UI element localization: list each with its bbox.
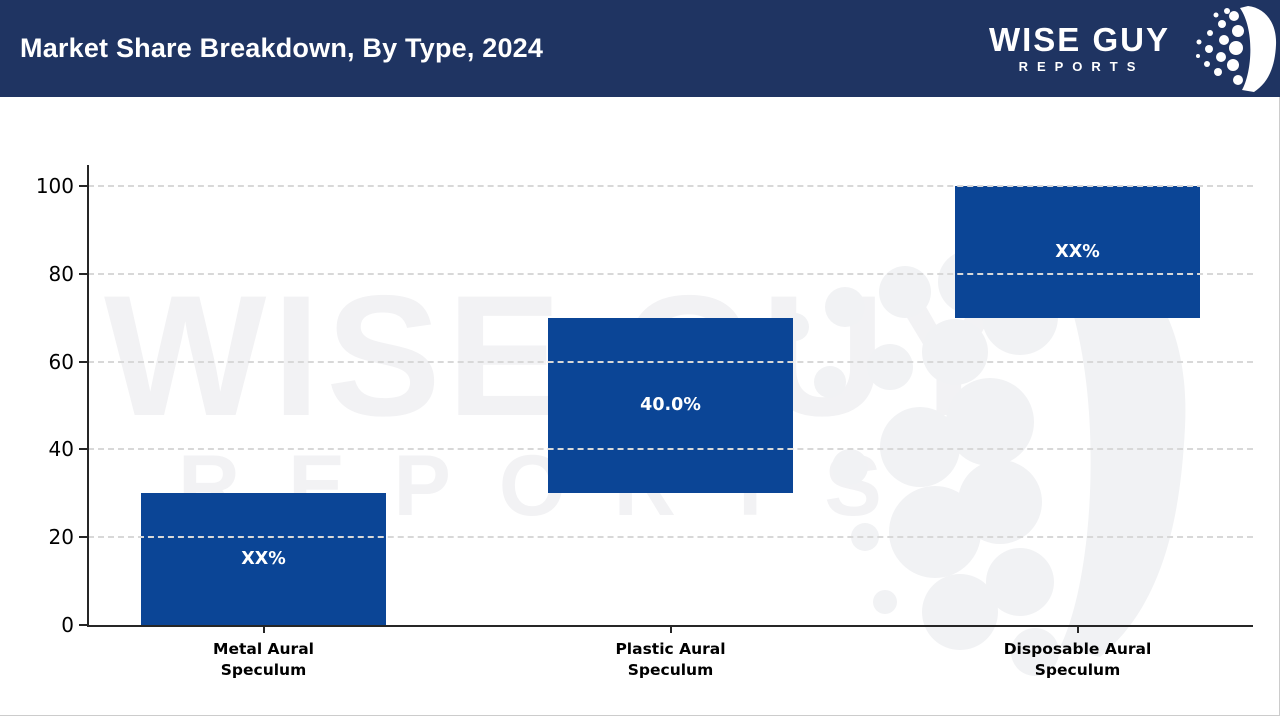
x-axis-category-label: Disposable Aural Speculum [1003, 640, 1152, 679]
x-axis-line [87, 625, 1253, 627]
x-axis-tick [669, 625, 672, 633]
x-axis-tick [1076, 625, 1079, 633]
bottom-border-rule [0, 715, 1280, 716]
x-axis-category-label: Metal Aural Speculum [213, 640, 314, 679]
y-axis-tick-label: 40 [48, 437, 74, 462]
brand-logo-text: WISE GUY REPORTS [989, 23, 1170, 74]
y-axis-tick-label: 80 [48, 261, 74, 286]
header-bar: Market Share Breakdown, By Type, 2024 WI… [0, 0, 1280, 97]
brand-logo: WISE GUY REPORTS [989, 0, 1280, 97]
brand-name: WISE GUY [988, 21, 1170, 58]
bar-value-label: 40.0% [640, 395, 701, 416]
bar-segment: XX% [955, 186, 1200, 318]
y-axis-tick-label: 60 [48, 349, 74, 374]
y-axis-tick [79, 624, 87, 626]
y-axis-tick [79, 360, 87, 363]
y-axis-line [87, 165, 89, 627]
bar-value-label: XX% [241, 549, 286, 570]
y-axis-tick-label: 20 [48, 525, 74, 550]
y-axis-tick-label: 0 [61, 613, 74, 637]
bar-segment: XX% [141, 493, 386, 625]
bar-value-label: XX% [1055, 241, 1100, 262]
page-title: Market Share Breakdown, By Type, 2024 [20, 33, 544, 63]
y-axis-tick [79, 272, 87, 275]
gridline [88, 185, 1253, 187]
y-axis-tick-label: 100 [35, 174, 74, 198]
y-axis-tick [79, 448, 87, 451]
y-axis-tick [79, 185, 87, 187]
bar-segment: 40.0% [548, 317, 793, 494]
y-axis-tick [79, 536, 87, 539]
x-axis-category-label: Plastic Aural Speculum [615, 640, 726, 679]
gridline [88, 272, 1253, 275]
dotted-face-icon [1196, 6, 1277, 92]
gridline [88, 360, 1253, 363]
brand-subtitle: REPORTS [1018, 59, 1145, 74]
x-axis-tick [262, 625, 265, 633]
gridline [88, 448, 1253, 451]
gridline [88, 536, 1253, 539]
